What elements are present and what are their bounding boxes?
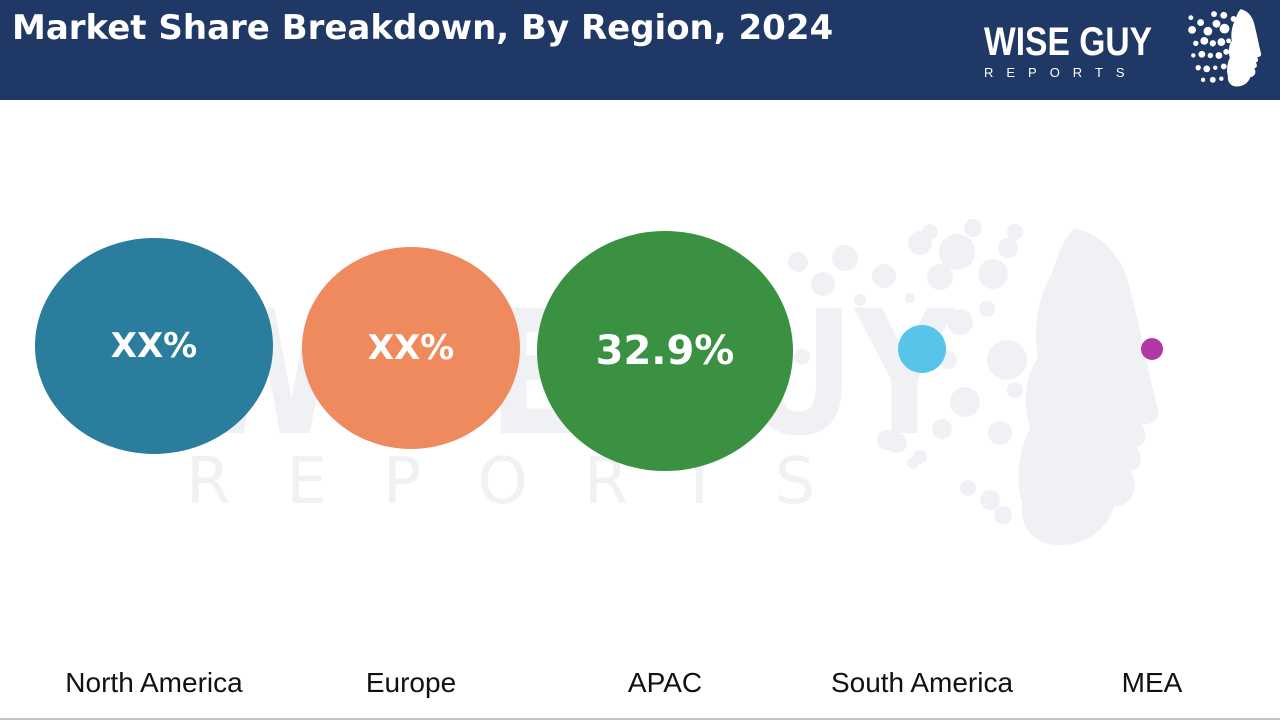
category-label-apac: APAC [627,667,703,698]
bubble-north-america: XX% [35,238,273,454]
logo-brand-text: WISE GUY [983,19,1152,64]
header-bar: Market Share Breakdown, By Region, 2024 … [0,0,1280,100]
watermark-reports-text: REPORTS [186,445,872,519]
logo-text: WISE GUY REPORTS [984,22,1184,79]
bubble-value-europe: XX% [367,328,455,368]
bottom-border [0,718,1280,720]
bubble-apac: 32.9% [537,231,793,471]
bubble-europe: XX% [302,247,520,449]
bubble-value-apac: 32.9% [595,328,735,374]
wiseguy-logo: WISE GUY REPORTS [984,6,1264,94]
category-label-europe: Europe [365,667,457,698]
category-label-mea: MEA [1121,667,1183,698]
page-title: Market Share Breakdown, By Region, 2024 [12,8,834,48]
logo-face-icon [1188,9,1262,87]
category-label-south-america: South America [830,667,1014,698]
bubble-mea [1141,338,1163,360]
bubble-value-north-america: XX% [110,326,198,366]
bubble-south-america [898,325,946,373]
category-label-north-america: North America [65,667,243,698]
logo-reports-text: REPORTS [983,64,1138,80]
